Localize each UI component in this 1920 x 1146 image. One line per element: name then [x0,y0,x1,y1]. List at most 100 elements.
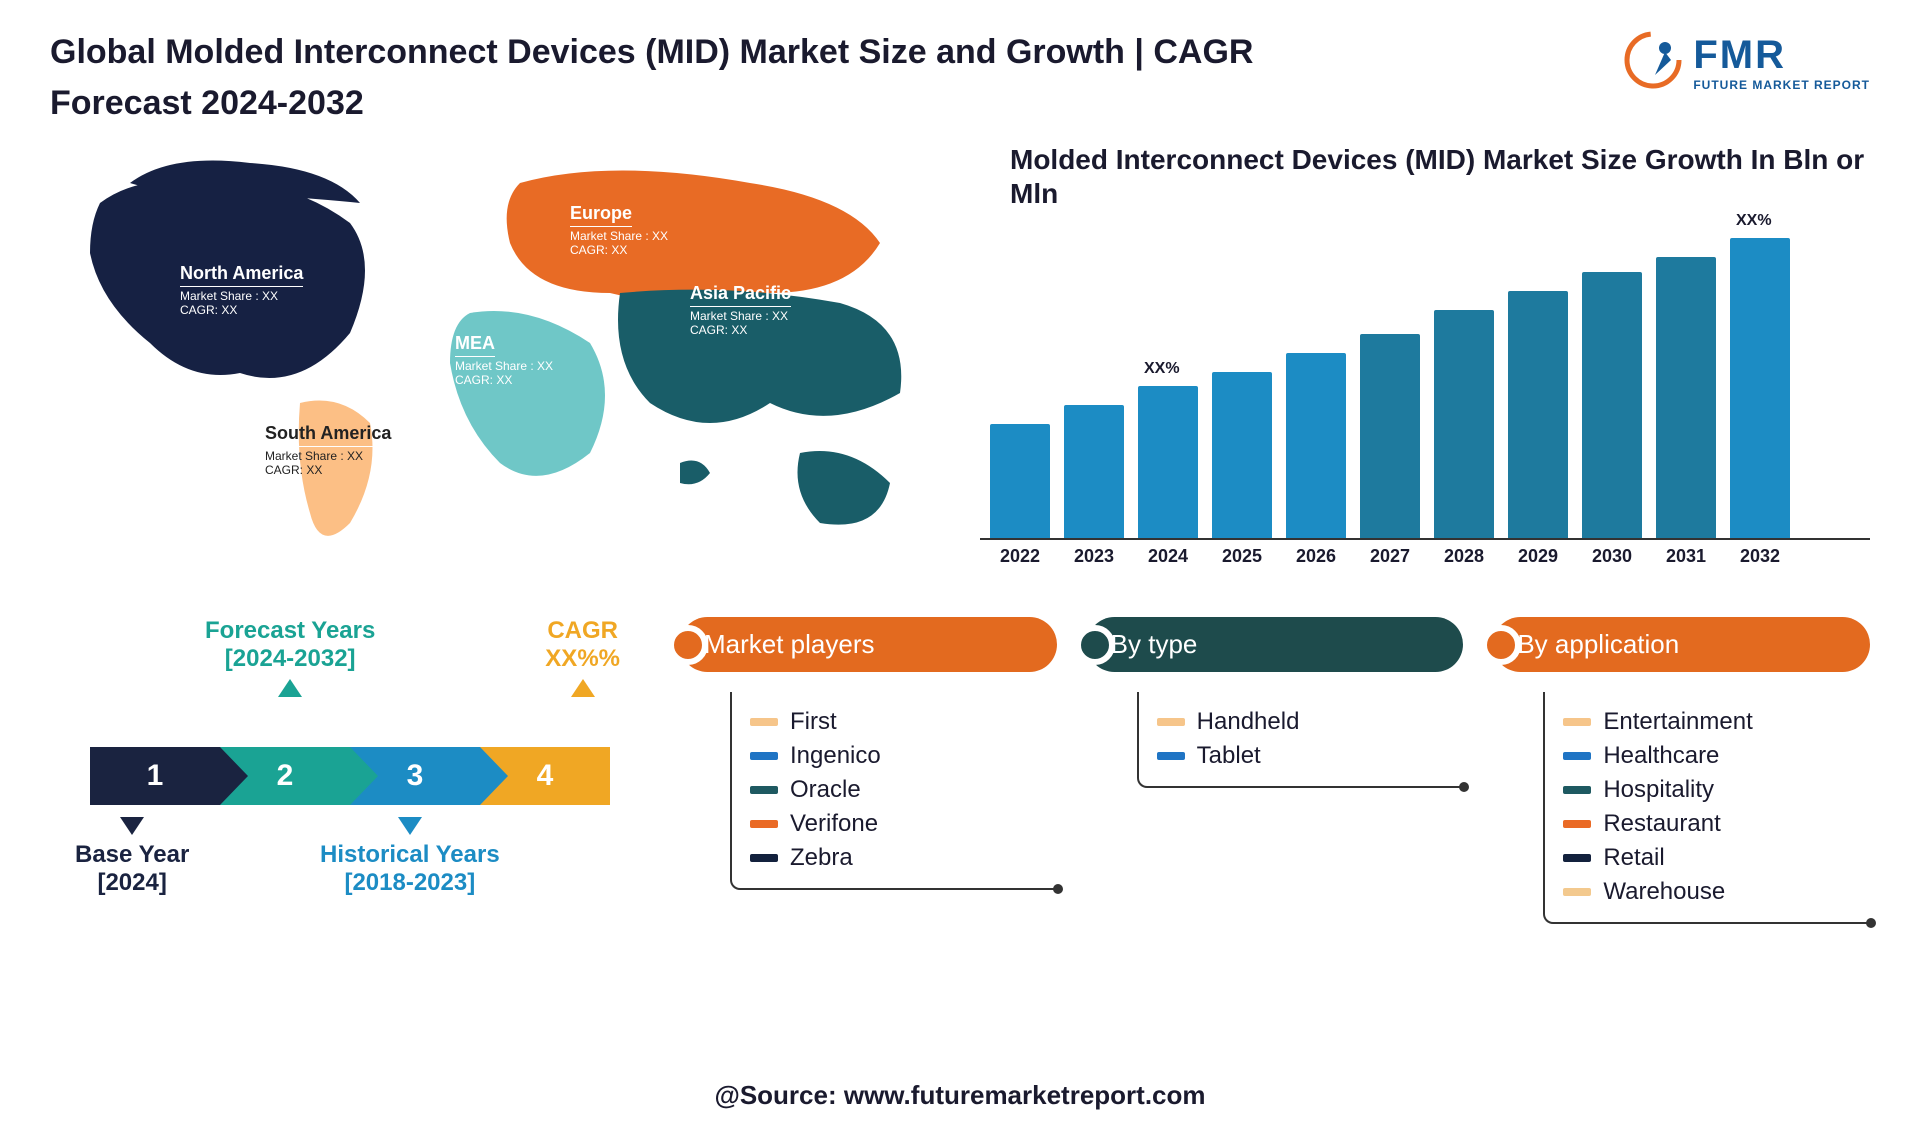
region-label-south-america: South AmericaMarket Share : XXCAGR: XX [265,423,391,477]
category-columns: Market players First Ingenico Oracle Verifon… [680,617,1870,924]
lower-panels: Forecast Years [2024-2032] CAGR XX%% 123… [50,617,1870,937]
axis-year-2032: 2032 [1730,546,1790,567]
region-cagr: CAGR: XX [570,243,668,257]
base-year: [2024] [75,869,189,897]
swatch-icon [1157,718,1185,726]
bar-rect [1064,405,1124,538]
category-item: Oracle [750,776,1057,804]
category-item: First [750,708,1057,736]
bar-rect [1286,353,1346,539]
category-pill: Market players [680,617,1057,672]
category-item: Entertainment [1563,708,1870,736]
category-item-label: Oracle [790,776,861,804]
axis-year-2028: 2028 [1434,546,1494,567]
swatch-icon [750,752,778,760]
axis-year-2024: 2024 [1138,546,1198,567]
category-item: Restaurant [1563,810,1870,838]
logo-fmr: FMR [1693,33,1870,78]
category-pill: By type [1087,617,1464,672]
bar-2024 [1138,386,1198,538]
bar-chart: XX%XX% [980,230,1870,540]
region-share: Market Share : XX [570,229,668,243]
bar-rect [1656,257,1716,538]
category-item-label: Warehouse [1603,878,1725,906]
region-share: Market Share : XX [690,309,791,323]
bar-2023 [1064,405,1124,538]
bar-rect [1360,334,1420,539]
bar-chart-panel: Molded Interconnect Devices (MID) Market… [980,143,1870,567]
historical-title: Historical Years [320,841,500,868]
category-item-label: Entertainment [1603,708,1752,736]
swatch-icon [1563,752,1591,760]
bar-rect [1582,272,1642,539]
category-item-label: Hospitality [1603,776,1714,804]
bar-rect [1434,310,1494,539]
page-title-line1: Global Molded Interconnect Devices (MID)… [50,30,1253,74]
category-item: Retail [1563,844,1870,872]
forecast-title: Forecast Years [205,617,375,644]
world-map: North AmericaMarket Share : XXCAGR: XXSo… [50,143,950,543]
logo: FMR FUTURE MARKET REPORT [1623,30,1870,95]
timeline-historical-label: Historical Years [2018-2023] [320,817,500,897]
category-pill: By application [1493,617,1870,672]
category-item-label: First [790,708,837,736]
cagr-value: XX%% [545,645,620,673]
bar-rect [1212,372,1272,539]
bar-annotation: XX% [1736,212,1772,230]
title-block: Global Molded Interconnect Devices (MID)… [50,30,1253,123]
swatch-icon [1563,888,1591,896]
category-market-players: Market players First Ingenico Oracle Verifon… [680,617,1057,924]
swatch-icon [750,718,778,726]
region-name: North America [180,263,303,287]
swatch-icon [750,786,778,794]
axis-year-2027: 2027 [1360,546,1420,567]
region-cagr: CAGR: XX [455,373,553,387]
swatch-icon [1563,854,1591,862]
axis-year-2023: 2023 [1064,546,1124,567]
bar-2027 [1360,334,1420,539]
category-item: Hospitality [1563,776,1870,804]
category-item: Zebra [750,844,1057,872]
category-item-label: Tablet [1197,742,1261,770]
swatch-icon [1157,752,1185,760]
triangle-down-icon [120,817,144,835]
bar-annotation: XX% [1144,360,1180,378]
historical-range: [2018-2023] [320,869,500,897]
chart-title: Molded Interconnect Devices (MID) Market… [1010,143,1870,210]
category-by-type: By typeHandheldTablet [1087,617,1464,924]
swatch-icon [1563,786,1591,794]
category-item: Verifone [750,810,1057,838]
timeline-body: 1234 [90,747,610,805]
category-item: Ingenico [750,742,1057,770]
category-item-label: Zebra [790,844,853,872]
region-share: Market Share : XX [265,449,391,463]
region-name: Europe [570,203,632,227]
axis-year-2026: 2026 [1286,546,1346,567]
triangle-up-icon [278,679,302,697]
axis-year-2030: 2030 [1582,546,1642,567]
category-item-label: Healthcare [1603,742,1719,770]
region-cagr: CAGR: XX [180,303,303,317]
bar-2026 [1286,353,1346,539]
cagr-title: CAGR [547,617,618,644]
timeline-cagr-label: CAGR XX%% [545,617,620,697]
bar-rect [1730,238,1790,538]
triangle-down-icon [398,817,422,835]
category-list: Entertainment Healthcare Hospitality Restau… [1543,692,1870,924]
timeline-forecast-label: Forecast Years [2024-2032] [205,617,375,697]
bar-rect [1508,291,1568,539]
base-title: Base Year [75,841,189,868]
category-item: Healthcare [1563,742,1870,770]
timeline: Forecast Years [2024-2032] CAGR XX%% 123… [50,617,650,937]
category-item-label: Verifone [790,810,878,838]
swatch-icon [750,820,778,828]
category-item-label: Ingenico [790,742,881,770]
bar-2022 [990,424,1050,538]
region-label-asia-pacific: Asia PacificMarket Share : XXCAGR: XX [690,283,791,337]
category-item: Warehouse [1563,878,1870,906]
axis-year-2022: 2022 [990,546,1050,567]
region-name: Asia Pacific [690,283,791,307]
bar-2029 [1508,291,1568,539]
region-label-mea: MEAMarket Share : XXCAGR: XX [455,333,553,387]
source-attribution: @Source: www.futuremarketreport.com [714,1080,1205,1111]
